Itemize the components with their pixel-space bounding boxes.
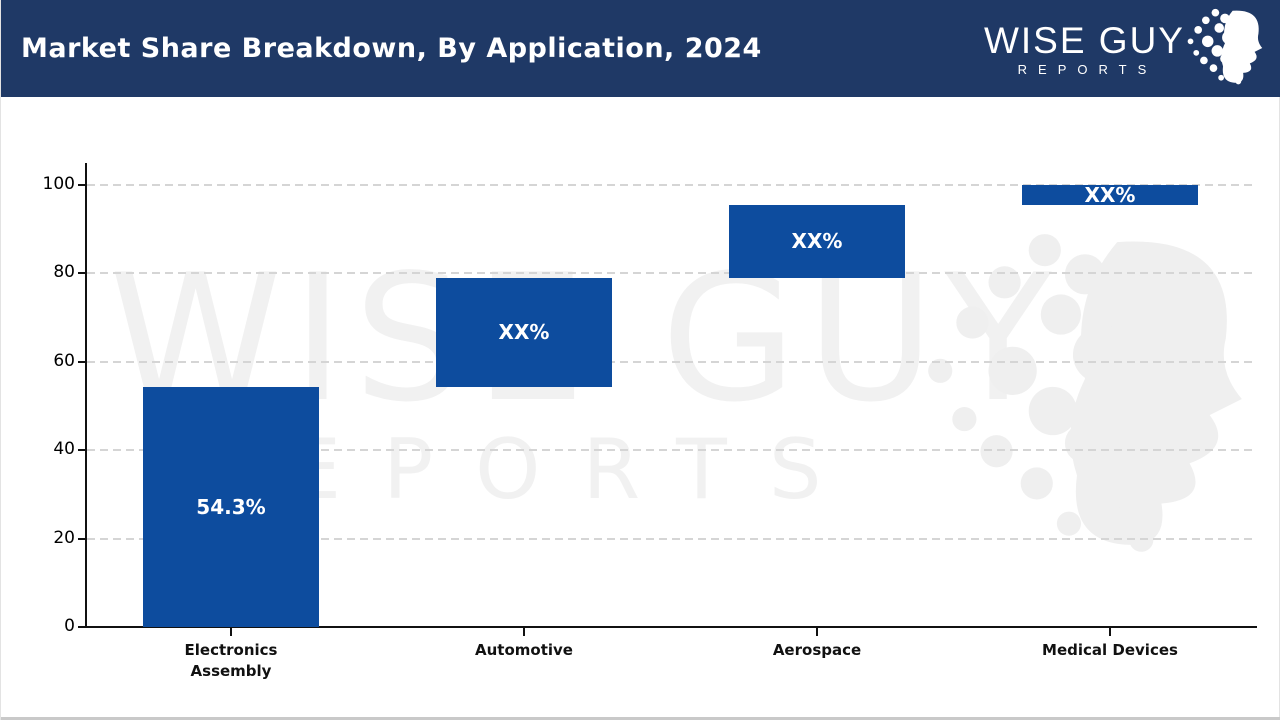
y-tick-label-60: 60 xyxy=(53,350,75,371)
bar-value-label-medical-devices: XX% xyxy=(1084,182,1136,207)
brand-logo: WISE GUY REPORTS xyxy=(984,5,1280,93)
y-tick-60 xyxy=(78,360,86,363)
x-axis-line xyxy=(85,626,1257,628)
y-tick-40 xyxy=(78,449,86,452)
y-tick-0 xyxy=(78,626,86,628)
y-tick-label-0: 0 xyxy=(64,616,75,636)
x-tick-medical-devices xyxy=(1109,628,1111,636)
brand-subname: REPORTS xyxy=(1017,61,1158,77)
bar-automotive: XX% xyxy=(436,277,612,387)
bar-medical-devices: XX% xyxy=(1022,182,1198,207)
page-bottom-border xyxy=(1,717,1280,720)
gridline-60 xyxy=(87,360,1257,363)
bar-value-label-automotive: XX% xyxy=(498,320,550,345)
y-tick-label-20: 20 xyxy=(53,527,75,548)
bar-value-label-aerospace: XX% xyxy=(791,229,843,254)
x-tick-label-automotive: Automotive xyxy=(475,641,573,659)
y-axis-line xyxy=(85,163,87,628)
y-tick-100 xyxy=(78,184,86,186)
page-title: Market Share Breakdown, By Application, … xyxy=(21,33,762,64)
x-tick-label-medical-devices: Medical Devices xyxy=(1042,641,1178,659)
bar-value-label-electronics-assembly: 54.3% xyxy=(196,494,266,519)
bar-electronics-assembly: 54.3% xyxy=(143,386,319,627)
y-tick-label-40: 40 xyxy=(53,439,75,460)
y-tick-label-100: 100 xyxy=(42,174,75,194)
gridline-100 xyxy=(87,184,1257,186)
gridline-80 xyxy=(87,272,1257,275)
gridline-20 xyxy=(87,537,1257,540)
y-tick-label-80: 80 xyxy=(53,262,75,283)
x-tick-automotive xyxy=(523,628,525,636)
x-tick-electronics-assembly xyxy=(230,628,232,636)
x-tick-label-aerospace: Aerospace xyxy=(772,641,862,659)
header: Market Share Breakdown, By Application, … xyxy=(1,0,1280,97)
x-tick-label-electronics-assembly: Electronics Assembly xyxy=(184,641,278,680)
x-tick-aerospace xyxy=(816,628,818,636)
brand-logo-text: WISE GUY REPORTS xyxy=(984,22,1185,76)
y-tick-20 xyxy=(78,537,86,540)
brand-name: WISE GUY xyxy=(983,19,1185,61)
brand-head-dots-icon xyxy=(1187,8,1263,84)
bar-aerospace: XX% xyxy=(729,204,905,278)
y-tick-80 xyxy=(78,272,86,275)
gridline-40 xyxy=(87,449,1257,452)
watermark-head-dots-icon xyxy=(928,234,1242,552)
